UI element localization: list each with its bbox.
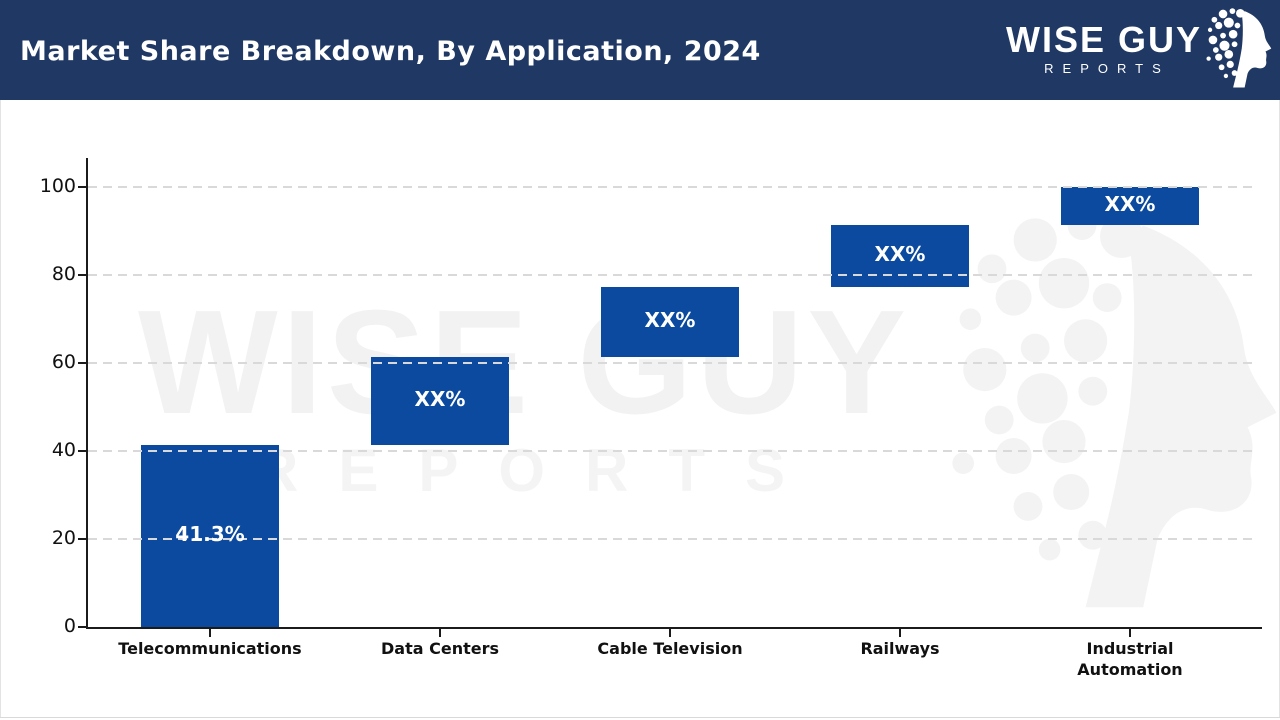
wiseguy-head-logo-icon xyxy=(1206,8,1272,88)
y-tick-label: 80 xyxy=(51,263,76,285)
bar-railways xyxy=(831,225,969,287)
y-gridline xyxy=(88,274,1258,276)
y-tick-mark xyxy=(78,450,87,452)
bar-cable-television xyxy=(601,286,739,358)
y-tick-mark xyxy=(78,362,87,364)
y-gridline xyxy=(88,450,1258,452)
y-tick-label: 100 xyxy=(39,175,76,197)
bar-data-centers xyxy=(371,357,509,446)
bar-value-label-data-centers: XX% xyxy=(414,387,466,412)
y-tick-label: 40 xyxy=(51,439,76,461)
y-gridline xyxy=(88,538,1258,540)
bar-telecommunications xyxy=(141,445,279,627)
x-tick-mark xyxy=(439,629,441,637)
x-category-label-data-centers: Data Centers xyxy=(381,639,499,658)
x-axis-spine xyxy=(86,627,1262,629)
y-axis-spine xyxy=(86,158,88,629)
y-tick-mark xyxy=(78,186,87,188)
x-tick-mark xyxy=(1129,629,1131,637)
bar-value-label-telecommunications: 41.3% xyxy=(175,522,245,547)
y-tick-mark xyxy=(78,274,87,276)
y-gridline xyxy=(88,186,1258,188)
wiseguy-logo: WISE GUY REPORTS xyxy=(1005,19,1202,77)
logo-text-reports: REPORTS xyxy=(1044,61,1170,76)
x-tick-mark xyxy=(669,629,671,637)
y-gridline xyxy=(88,362,1258,364)
header-bar: Market Share Breakdown, By Application, … xyxy=(0,0,1280,100)
y-tick-mark xyxy=(78,538,87,540)
x-category-label-railways: Railways xyxy=(860,639,940,658)
bar-industrial-automation xyxy=(1061,187,1199,226)
page-title: Market Share Breakdown, By Application, … xyxy=(20,36,761,67)
bar-value-label-industrial-automation: XX% xyxy=(1104,192,1156,217)
x-category-label-telecommunications: Telecommunications xyxy=(118,639,302,658)
bar-value-label-cable-television: XX% xyxy=(644,308,696,333)
x-tick-mark xyxy=(209,629,211,637)
x-tick-mark xyxy=(899,629,901,637)
logo-text-wise-guy: WISE GUY xyxy=(1005,19,1202,60)
y-tick-label: 20 xyxy=(51,527,76,549)
y-tick-label: 60 xyxy=(51,351,76,373)
page-bottom-rule xyxy=(0,717,1280,718)
y-tick-mark xyxy=(78,626,87,628)
x-category-label-industrial-automation: Industrial Automation xyxy=(1077,639,1183,679)
page-left-rule xyxy=(0,100,1,717)
bar-value-label-railways: XX% xyxy=(874,242,926,267)
watermark-reports: REPORTS xyxy=(255,437,826,504)
y-tick-label: 0 xyxy=(63,615,76,637)
x-category-label-cable-television: Cable Television xyxy=(597,639,743,658)
